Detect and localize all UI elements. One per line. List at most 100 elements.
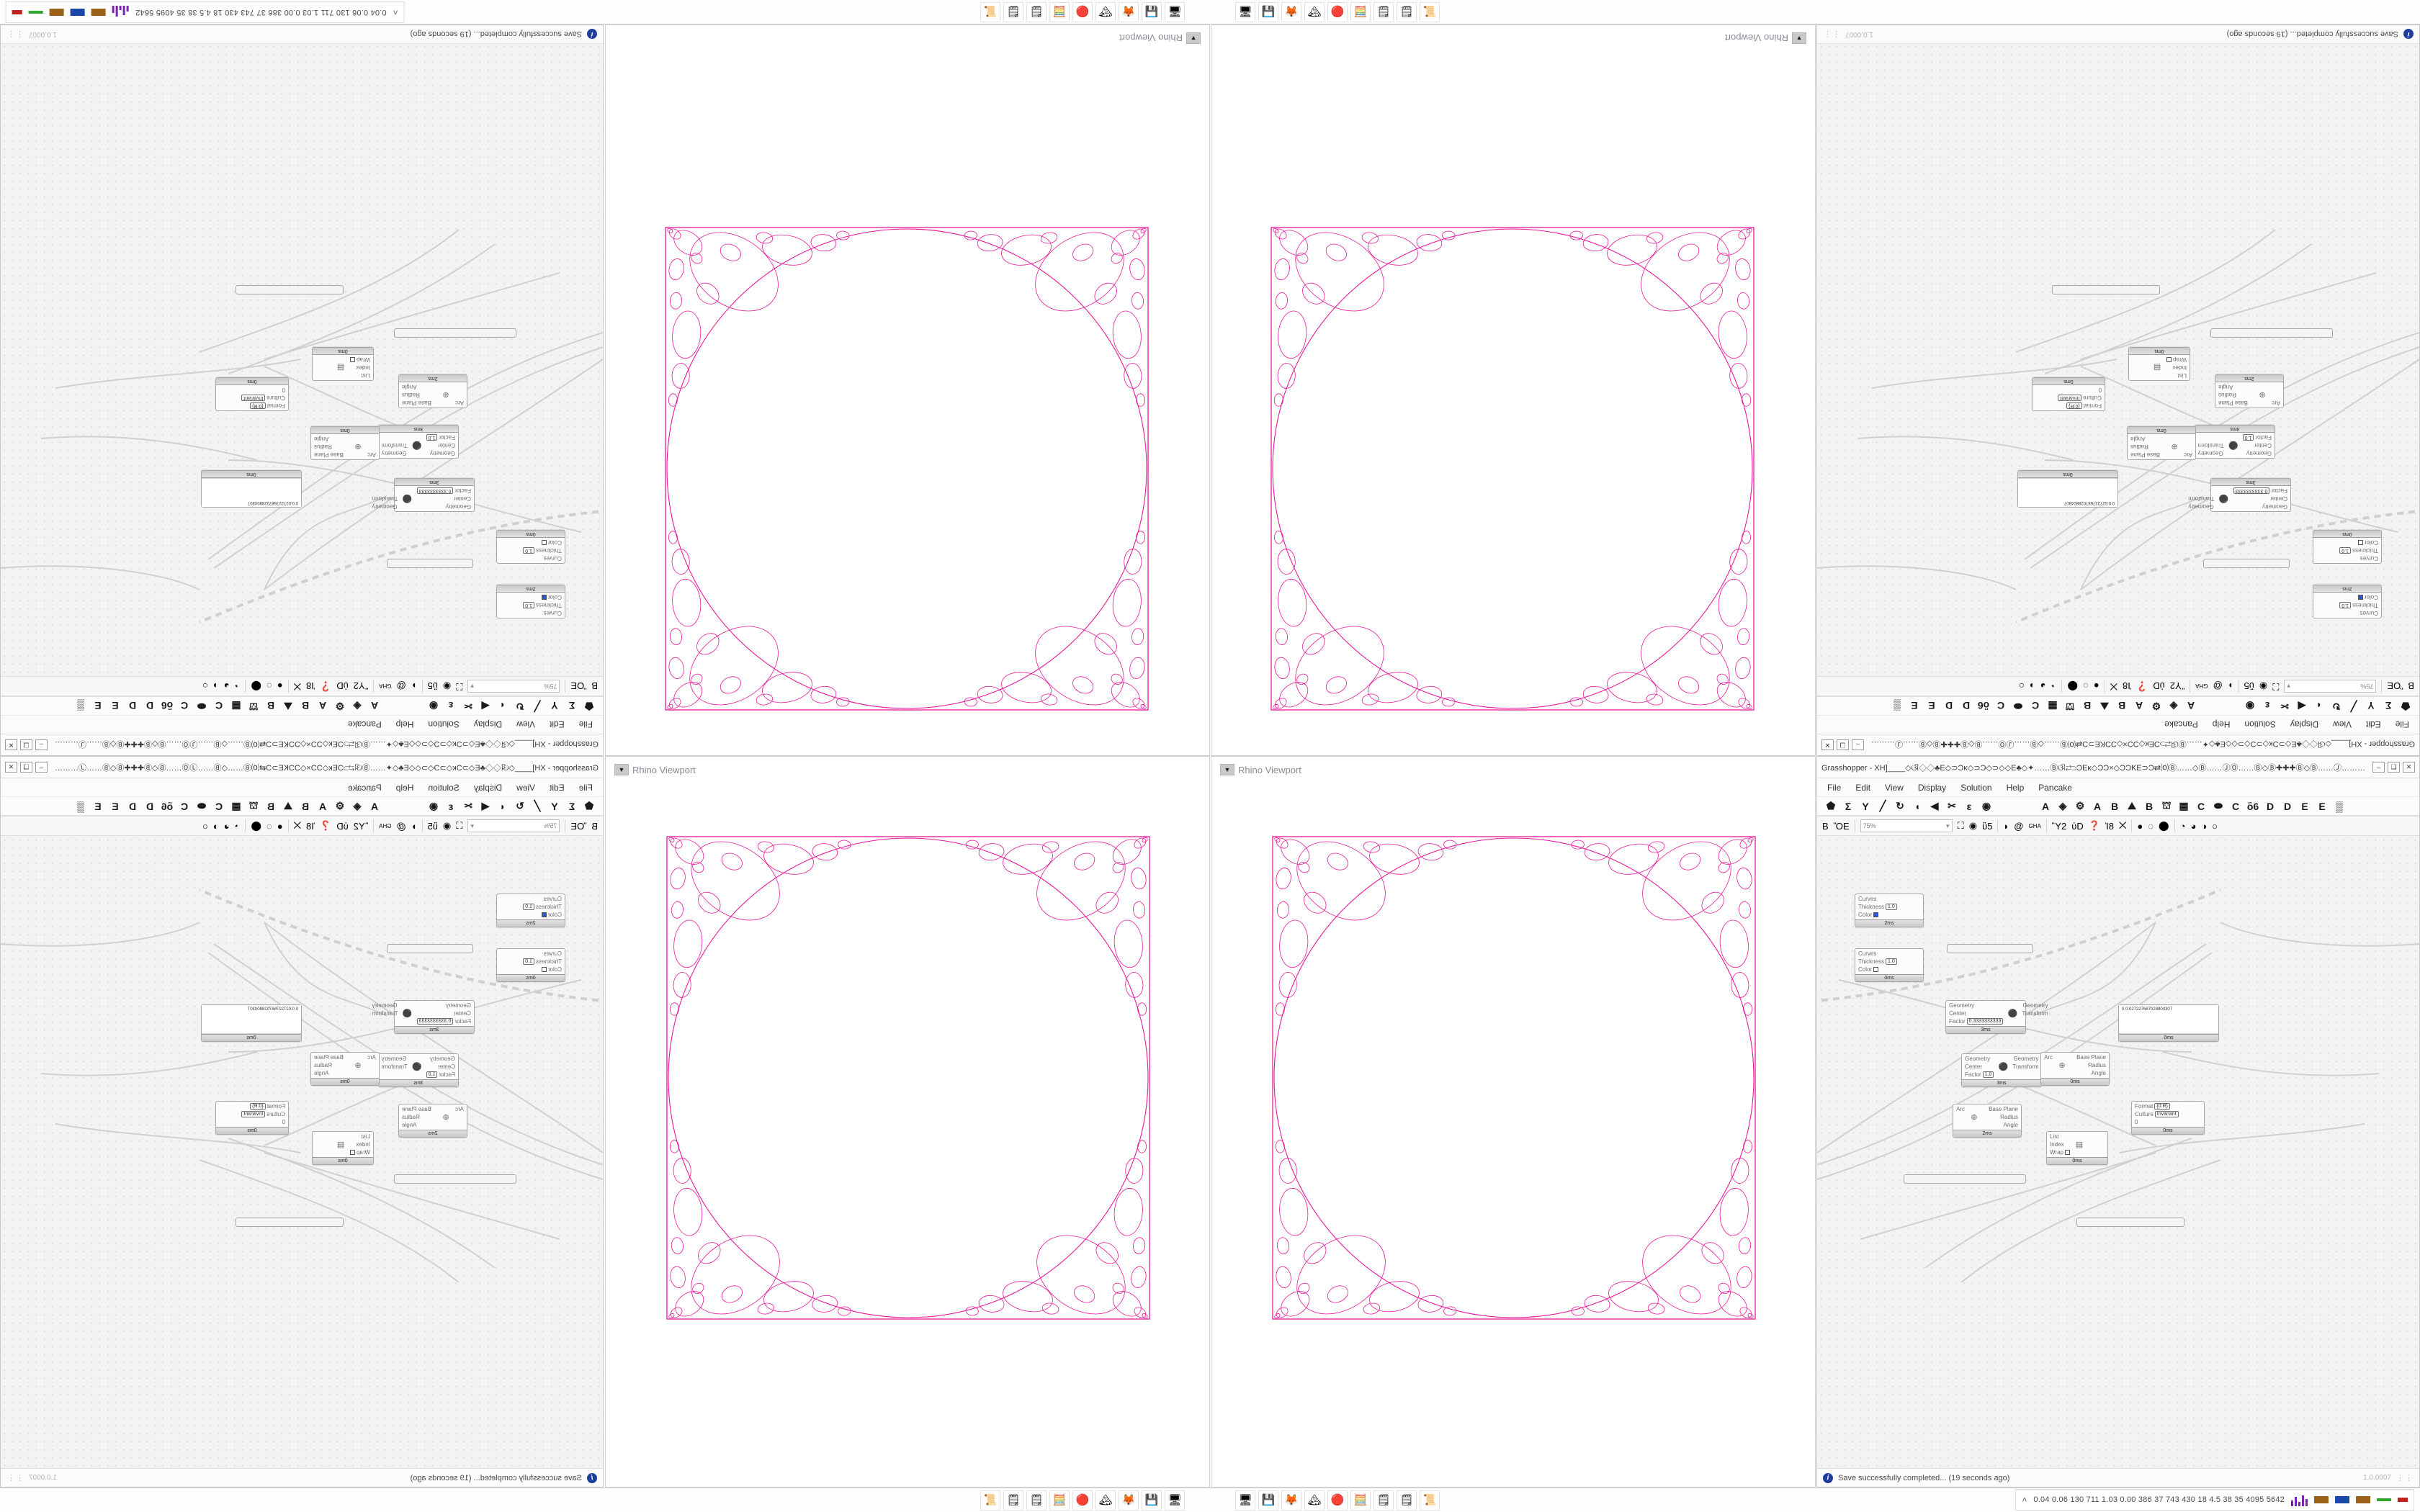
- gh-component-custom-preview-1[interactable]: Curves Thickness 1.0 Color 2ms: [496, 894, 565, 927]
- param-value[interactable]: {0:R}: [2154, 1103, 2170, 1110]
- input-param[interactable]: Arc: [2272, 400, 2280, 406]
- script-icon[interactable]: 📜: [1420, 2, 1440, 22]
- ribbon-tool-icon-1[interactable]: Σ: [564, 701, 580, 712]
- notes-icon[interactable]: Ὕ2: [354, 821, 368, 832]
- cluster-icon[interactable]: ⨉: [2110, 680, 2118, 692]
- preview-shaded-icon[interactable]: ●: [2137, 821, 2143, 832]
- ribbon-tool-icon-5[interactable]: ◖: [495, 801, 511, 812]
- color-swatch[interactable]: [2065, 1150, 2070, 1155]
- input-param[interactable]: Format {0:R}: [2135, 1103, 2179, 1110]
- close-button[interactable]: ✕: [5, 739, 17, 750]
- component-tab-10[interactable]: ⬬: [194, 700, 210, 712]
- input-param[interactable]: Index: [2166, 364, 2187, 371]
- ribbon-tool-icon-0[interactable]: ⬟: [581, 700, 597, 712]
- gh-component-panel-1[interactable]: 0 0.027227687028804307 0ms: [201, 470, 302, 508]
- component-tab-2[interactable]: ⚙: [332, 800, 348, 812]
- param-value[interactable]: 1.0: [1886, 904, 1897, 910]
- menu-item-edit[interactable]: Edit: [550, 720, 565, 730]
- preview-eye-icon[interactable]: ◉: [443, 680, 451, 692]
- ribbon-tool-icon-9[interactable]: ◉: [426, 700, 442, 712]
- param-value[interactable]: Invariant: [2058, 395, 2081, 401]
- menu-item-display[interactable]: Display: [1918, 783, 1946, 793]
- param-value[interactable]: 1.0: [2339, 602, 2351, 608]
- input-param[interactable]: Factor 1.0: [426, 1071, 455, 1078]
- viewport-caret-icon[interactable]: ▼: [1792, 32, 1806, 44]
- input-param[interactable]: Culture Invariant: [2135, 1111, 2179, 1117]
- param-value[interactable]: {0:R}: [250, 1103, 266, 1110]
- input-param[interactable]: Factor 1.0: [1965, 1071, 1994, 1078]
- new-file-icon[interactable]: ὜B: [591, 821, 598, 832]
- output-param[interactable]: Radius: [2076, 1062, 2106, 1068]
- input-param[interactable]: Curves: [523, 610, 562, 616]
- gh-component-arc-1[interactable]: Arc ⊕ Base Plane Radius Angle 2ms: [1953, 1104, 2022, 1138]
- menu-item-help[interactable]: Help: [396, 720, 414, 730]
- component-tab-1[interactable]: ◈: [2055, 800, 2071, 812]
- firefox-icon[interactable]: 🦊: [1119, 1490, 1139, 1511]
- component-tab-16[interactable]: E: [2314, 801, 2330, 812]
- preview-wire-icon[interactable]: ◌: [2083, 681, 2089, 692]
- output-param[interactable]: Radius: [2130, 444, 2160, 450]
- grasshopper-title-bar[interactable]: Grasshopper - XH]____◇ଔ◇◇♣Ε◇⊃Ɔĸ◇⊃Ɔ◇⊃◇◇Ε♣…: [1817, 757, 2419, 778]
- param-value[interactable]: 1.0: [1983, 1071, 1994, 1078]
- bake-icon[interactable]: ὒ5: [2244, 681, 2254, 692]
- grasshopper-canvas[interactable]: Curves Thickness 1.0 Color 2ms Curves Thicknes…: [1, 836, 603, 1468]
- copy2-icon[interactable]: 🗒: [1373, 2, 1394, 22]
- output-param[interactable]: Geometry: [372, 503, 398, 510]
- component-tab-2[interactable]: ⚙: [332, 700, 348, 712]
- help-icon[interactable]: ❓: [2136, 680, 2148, 692]
- preview-eye-icon[interactable]: ◉: [1969, 820, 1977, 832]
- search-icon[interactable]: ὐD: [2071, 821, 2084, 832]
- copy2-icon[interactable]: 🗒: [1026, 1490, 1047, 1511]
- gh-component-scale-2[interactable]: Geometry Center Factor 1.0 ⚫ Geometry Transfor…: [2195, 425, 2275, 459]
- help-icon[interactable]: ❓: [320, 680, 331, 692]
- preview-shaded-icon[interactable]: ●: [2094, 681, 2099, 692]
- gh-number-slider[interactable]: [236, 285, 344, 294]
- output-param[interactable]: Transform: [2188, 495, 2214, 502]
- component-tab-3[interactable]: A: [2089, 801, 2105, 812]
- rhino-viewport-bottom-right[interactable]: ▼ Rhino Viewport: [1211, 756, 1816, 1488]
- output-param[interactable]: Transform: [372, 1010, 398, 1017]
- capsule-icon[interactable]: ◗: [411, 681, 417, 692]
- component-tab-16[interactable]: E: [1906, 701, 1922, 712]
- input-param[interactable]: Culture Invariant: [241, 395, 285, 401]
- minimize-button[interactable]: –: [35, 739, 48, 750]
- component-tab-11[interactable]: C: [1993, 701, 2009, 712]
- gh-number-slider[interactable]: [394, 328, 516, 338]
- gh-number-slider[interactable]: [2076, 1218, 2184, 1227]
- grasshopper-canvas[interactable]: Curves Thickness 1.0 Color 2ms Curves Thicknes…: [1817, 44, 2419, 676]
- gh-component-custom-preview-1[interactable]: Curves Thickness 1.0 Color 2ms: [1855, 894, 1924, 927]
- input-param[interactable]: Color: [523, 594, 562, 600]
- gh-component-custom-preview-2[interactable]: Curves Thickness 1.0 Color 0ms: [1855, 948, 1924, 982]
- preview-off-icon[interactable]: ⬤: [251, 820, 261, 832]
- ribbon-tool-icon-8[interactable]: ε: [2259, 701, 2275, 712]
- color-swatch[interactable]: [542, 912, 547, 917]
- grasshopper-canvas[interactable]: Curves Thickness 1.0 Color 2ms Curves Thicknes…: [1817, 836, 2419, 1468]
- component-tab-5[interactable]: ⛰: [280, 700, 296, 712]
- input-param[interactable]: Arc: [455, 1106, 464, 1112]
- input-param[interactable]: Factor 1.0: [426, 434, 455, 441]
- script-icon[interactable]: 📜: [1420, 1490, 1440, 1511]
- component-tab-16[interactable]: E: [90, 801, 106, 812]
- zoom-caret-icon[interactable]: ▾: [2287, 683, 2290, 690]
- save-icon[interactable]: ὋE: [570, 821, 586, 832]
- ribbon-tool-icon-6[interactable]: ◀: [478, 700, 493, 712]
- component-tab-11[interactable]: C: [176, 801, 192, 812]
- component-tab-4[interactable]: B: [297, 701, 313, 712]
- output-param[interactable]: Base Plane: [402, 1106, 431, 1112]
- input-param[interactable]: Color: [1858, 966, 1897, 973]
- component-tab-17[interactable]: ▒: [73, 701, 89, 712]
- copy-icon[interactable]: 🗒: [1003, 1490, 1023, 1511]
- capsule-icon[interactable]: ◗: [2228, 681, 2233, 692]
- component-tab-13[interactable]: D: [142, 701, 158, 712]
- menu-item-pancake[interactable]: Pancake: [348, 720, 382, 730]
- gh-component-scale-1[interactable]: Geometry Center Factor 0.3333333333 ⚫ Geometr…: [1945, 1000, 2026, 1034]
- gh-component-custom-preview-2[interactable]: Curves Thickness 1.0 Color 0ms: [496, 530, 565, 564]
- component-tab-4[interactable]: B: [297, 801, 313, 812]
- ribbon-tool-icon-1[interactable]: Σ: [564, 801, 580, 812]
- component-tab-16[interactable]: E: [90, 701, 106, 712]
- widget-c-icon[interactable]: ◑: [2201, 821, 2207, 832]
- menu-item-solution[interactable]: Solution: [1960, 783, 1991, 793]
- capsule-icon[interactable]: ◗: [2003, 821, 2009, 832]
- component-tab-7[interactable]: ⛫: [246, 799, 261, 813]
- input-param[interactable]: Curves: [1858, 896, 1897, 902]
